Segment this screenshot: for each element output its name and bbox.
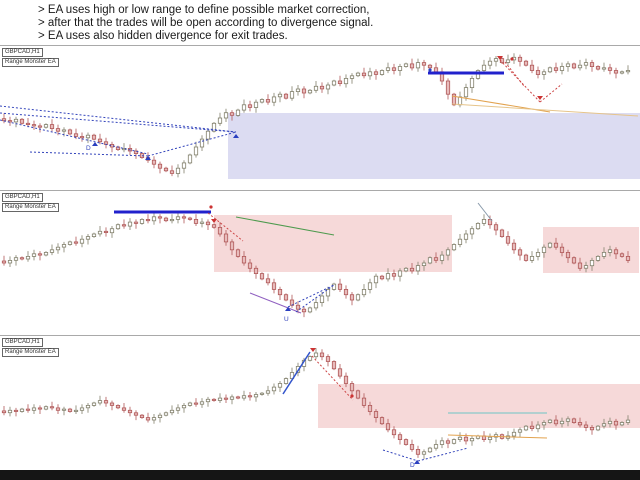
description-line-2: > after that the trades will be open acc… — [38, 17, 374, 29]
symbol-label: GBPCAD,H1 — [2, 193, 43, 202]
candlestick-chart-1: D — [0, 53, 640, 179]
svg-text:D: D — [86, 145, 91, 152]
svg-text:U: U — [284, 316, 289, 323]
description-line-3: > EA uses also hidden divergence for exi… — [38, 30, 288, 42]
chart-panel-3: D GBPCAD,H1 Range Monster EA — [0, 335, 640, 470]
symbol-label: GBPCAD,H1 — [2, 338, 43, 347]
ea-name-label: Range Monster EA — [2, 58, 59, 67]
description-text: > EA uses high or low range to define po… — [0, 0, 640, 45]
svg-text:D: D — [410, 462, 415, 469]
symbol-label: GBPCAD,H1 — [2, 48, 43, 57]
chart-panel-1: D GBPCAD,H1 Range Monster EA — [0, 45, 640, 190]
ea-name-label: Range Monster EA — [2, 203, 59, 212]
candlestick-chart-2: U — [1, 202, 639, 323]
chart-panel-2: U GBPCAD,H1 Range Monster EA — [0, 190, 640, 335]
candlestick-chart-3: D — [1, 348, 640, 469]
bottom-bar — [0, 470, 640, 480]
ea-name-label: Range Monster EA — [2, 348, 59, 357]
description-line-1: > EA uses high or low range to define po… — [38, 4, 370, 16]
